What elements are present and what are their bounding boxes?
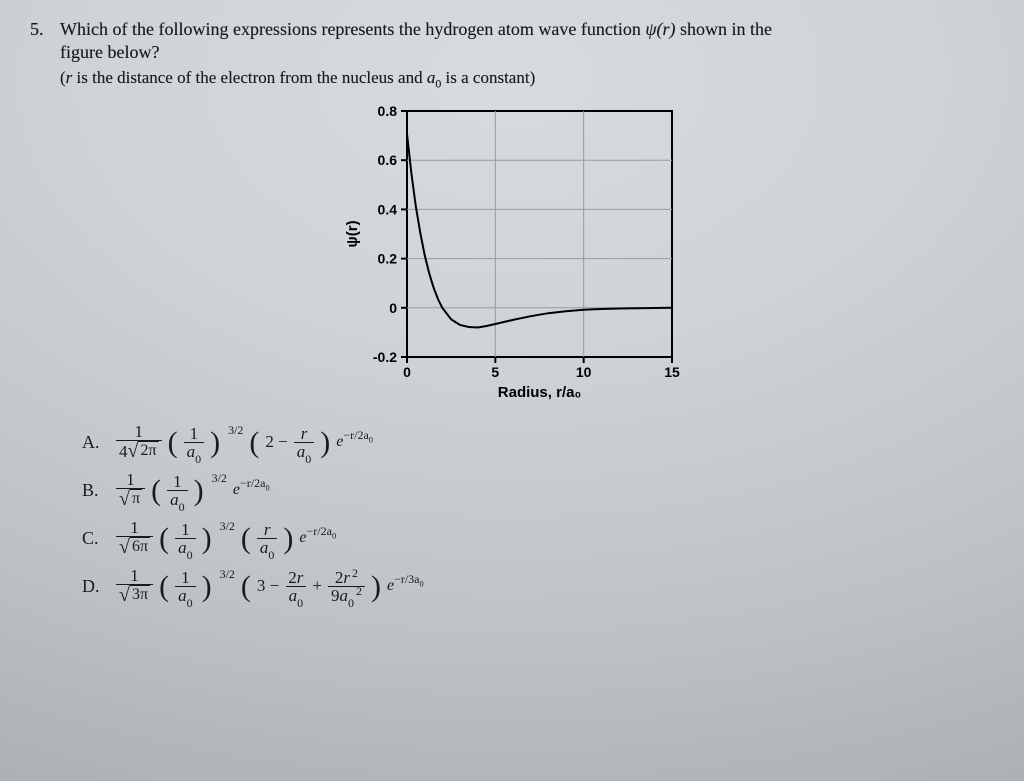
choice-B-formula: 1√π (1a0)3/2 e−r/2a0	[116, 471, 270, 509]
choice-B-label: B.	[82, 480, 106, 501]
question-text-2: figure below?	[60, 42, 159, 62]
svg-text:0.6: 0.6	[378, 152, 398, 168]
answer-choices: A. 14√2π (1a0)3/2 (2 − ra0) e−r/2a0 B. 1…	[82, 423, 994, 605]
svg-text:0.8: 0.8	[378, 103, 398, 119]
choice-B: B. 1√π (1a0)3/2 e−r/2a0	[82, 471, 994, 509]
question-body: Which of the following expressions repre…	[60, 18, 994, 91]
svg-text:0.2: 0.2	[378, 251, 398, 267]
svg-text:0: 0	[389, 300, 397, 316]
svg-text:15: 15	[664, 364, 680, 380]
svg-text:0.4: 0.4	[378, 202, 398, 218]
choice-A-formula: 14√2π (1a0)3/2 (2 − ra0) e−r/2a0	[116, 423, 373, 461]
svg-text:10: 10	[576, 364, 592, 380]
choice-D-formula: 1√3π (1a0)3/2 (3 − 2ra0 + 2r29a02) e−r/3…	[116, 567, 424, 605]
choice-C-formula: 1√6π (1a0)3/2 (ra0) e−r/2a0	[116, 519, 336, 557]
page: 5. Which of the following expressions re…	[0, 0, 1024, 781]
svg-text:ψ(r): ψ(r)	[344, 221, 361, 248]
choice-A-label: A.	[82, 432, 106, 453]
psi-symbol: ψ(r)	[645, 19, 675, 39]
question-note: (r is the distance of the electron from …	[60, 67, 994, 91]
svg-text:-0.2: -0.2	[373, 349, 397, 365]
choice-A: A. 14√2π (1a0)3/2 (2 − ra0) e−r/2a0	[82, 423, 994, 461]
figure-wrap: 0 5 10 15 -0.2 0 0.2 0.4 0.6 0.8 Radius, r/a₀ ψ(r)	[30, 99, 994, 409]
note-mid1: is the distance of the electron from the…	[72, 68, 427, 87]
choice-C: C. 1√6π (1a0)3/2 (ra0) e−r/2a0	[82, 519, 994, 557]
question-number: 5.	[30, 18, 52, 91]
choice-D-label: D.	[82, 576, 106, 597]
wavefunction-chart: 0 5 10 15 -0.2 0 0.2 0.4 0.6 0.8 Radius, r/a₀ ψ(r)	[337, 99, 687, 409]
choice-D: D. 1√3π (1a0)3/2 (3 − 2ra0 + 2r29a02) e−…	[82, 567, 994, 605]
svg-text:0: 0	[403, 364, 411, 380]
question-block: 5. Which of the following expressions re…	[30, 18, 994, 91]
question-text-1-tail: shown in the	[676, 19, 773, 39]
svg-text:Radius, r/a₀: Radius, r/a₀	[498, 384, 581, 401]
note-mid2: is a constant)	[441, 68, 535, 87]
choice-C-label: C.	[82, 528, 106, 549]
question-text-1: Which of the following expressions repre…	[60, 19, 645, 39]
svg-text:5: 5	[491, 364, 499, 380]
